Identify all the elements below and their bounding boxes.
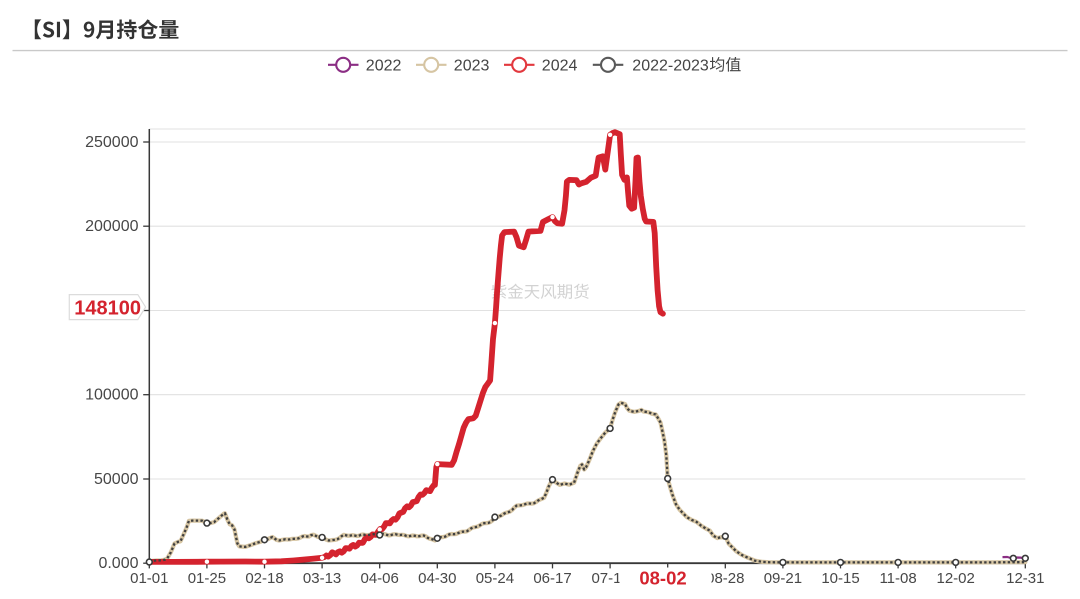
- svg-text:2022-2023: 2022-2023: [632, 57, 709, 74]
- svg-text:05-24: 05-24: [476, 570, 514, 587]
- svg-text:11-08: 11-08: [879, 570, 916, 587]
- svg-text:100000: 100000: [85, 387, 138, 404]
- svg-text:06-17: 06-17: [533, 570, 571, 587]
- svg-text:04-06: 04-06: [361, 570, 399, 587]
- svg-text:07-11: 07-11: [591, 570, 628, 587]
- svg-text:148100: 148100: [74, 298, 141, 320]
- svg-text:200000: 200000: [85, 218, 138, 235]
- svg-text:08-28: 08-28: [706, 570, 744, 587]
- svg-text:50000: 50000: [94, 471, 139, 488]
- svg-text:01-25: 01-25: [188, 570, 226, 587]
- svg-text:2022: 2022: [366, 57, 402, 74]
- svg-text:2023: 2023: [454, 57, 490, 74]
- svg-text:08-02: 08-02: [639, 568, 686, 589]
- svg-text:01-01: 01-01: [130, 570, 168, 587]
- svg-text:04-30: 04-30: [418, 570, 456, 587]
- svg-text:09-21: 09-21: [764, 570, 802, 587]
- svg-text:250000: 250000: [85, 134, 138, 151]
- svg-text:10-15: 10-15: [821, 570, 859, 587]
- svg-text:2024: 2024: [542, 57, 578, 74]
- svg-text:03-13: 03-13: [303, 570, 341, 587]
- svg-text:0.000: 0.000: [98, 555, 138, 572]
- svg-text:02-18: 02-18: [245, 570, 283, 587]
- svg-text:12-02: 12-02: [937, 570, 975, 587]
- svg-text:12-31: 12-31: [1006, 570, 1044, 587]
